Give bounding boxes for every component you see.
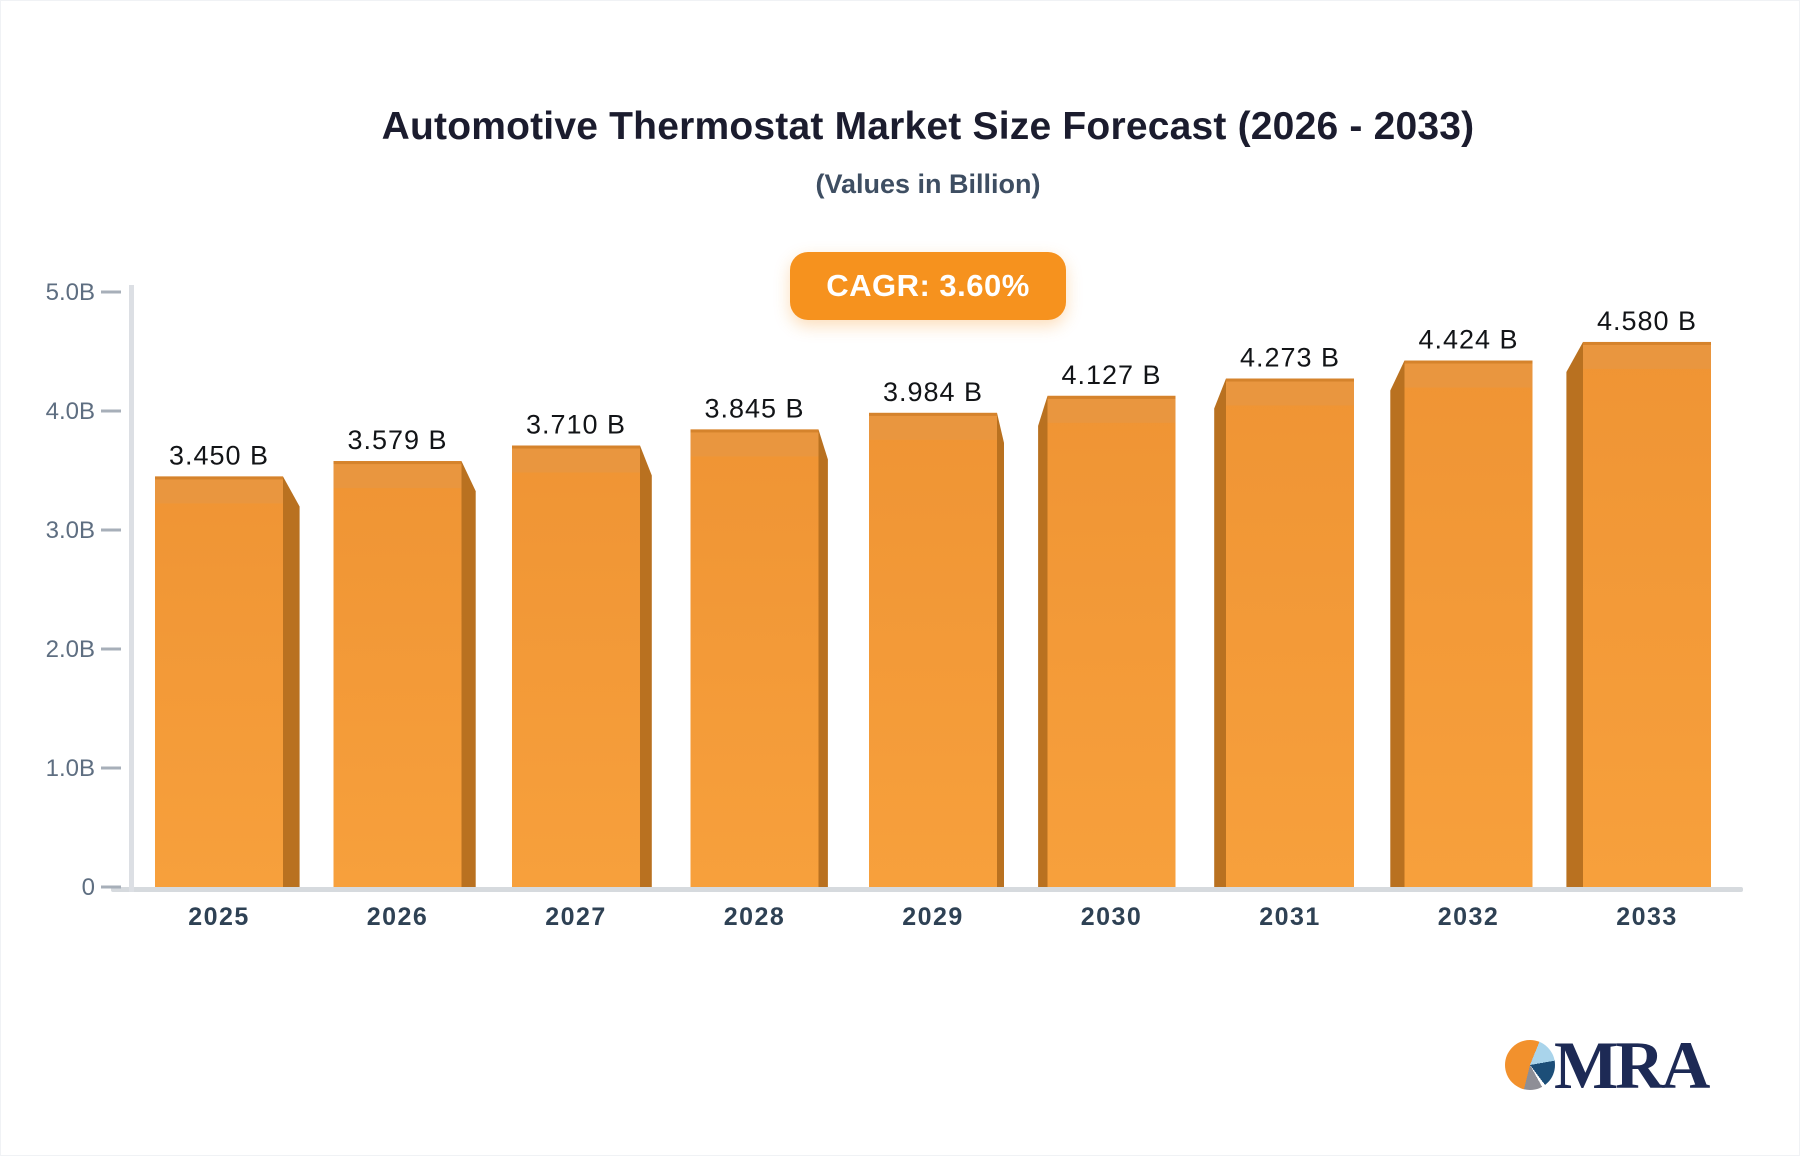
logo-text: MRA	[1554, 1027, 1710, 1103]
bar-top-edge	[1404, 360, 1533, 364]
bar-2025: 3.450 B 2025	[155, 440, 300, 931]
bar-2032: 4.424 B 2032	[1390, 325, 1533, 931]
x-axis-label: 2032	[1438, 903, 1500, 931]
y-axis-tick-label: 2.0B	[46, 636, 95, 663]
y-axis-tick-label: 0	[82, 874, 95, 901]
bar-value-label: 3.984 B	[883, 377, 983, 407]
bar-front-face	[155, 476, 283, 887]
y-axis-tick-label: 5.0B	[46, 279, 95, 306]
bar-front-face	[333, 461, 462, 887]
bar-value-label: 3.579 B	[347, 425, 447, 455]
x-axis-label: 2033	[1616, 903, 1678, 931]
bar-top-edge	[512, 445, 640, 449]
bar-front-face	[690, 429, 819, 887]
bar-side-face	[1214, 378, 1226, 887]
bar-top-edge	[155, 476, 283, 480]
bar-top-edge	[869, 412, 997, 416]
bar-side-face	[1566, 341, 1583, 888]
bar-2031: 4.273 B 2031	[1214, 343, 1354, 931]
bar-side-face	[283, 476, 300, 887]
x-axis-label: 2029	[902, 903, 964, 931]
bar-top-edge	[1226, 378, 1354, 382]
bar-side-face	[997, 412, 1004, 887]
bar-2030: 4.127 B 2030	[1038, 360, 1176, 931]
bar-top-edge	[1047, 395, 1176, 399]
y-axis-tick-label: 3.0B	[46, 517, 95, 544]
x-axis-label: 2031	[1259, 903, 1321, 931]
bar-value-label: 3.710 B	[526, 410, 626, 440]
y-tick-dash	[101, 528, 121, 532]
bar-2028: 3.845 B 2028	[690, 393, 828, 931]
x-axis-label: 2028	[724, 903, 786, 931]
bar-side-face	[640, 445, 652, 887]
x-axis-label: 2025	[188, 903, 250, 931]
bar-side-face	[461, 461, 476, 887]
bar-front-face	[1404, 360, 1533, 887]
y-axis-line	[129, 285, 134, 892]
bar-top-cap	[690, 429, 819, 457]
bar-2029: 3.984 B 2029	[869, 377, 1004, 931]
bar-side-face	[818, 429, 828, 887]
bar-value-label: 4.580 B	[1597, 306, 1697, 336]
bar-top-cap	[1583, 341, 1711, 369]
y-tick-dash	[101, 409, 121, 413]
y-tick-dash	[101, 885, 121, 889]
bar-front-face	[869, 412, 997, 887]
bar-front-face	[1583, 341, 1711, 888]
bar-value-label: 3.450 B	[169, 440, 269, 470]
bar-side-face	[1390, 360, 1405, 887]
y-tick-dash	[101, 647, 121, 651]
bar-top-edge	[333, 461, 462, 465]
y-axis-tick-label: 4.0B	[46, 398, 95, 425]
bar-top-cap	[333, 461, 462, 489]
y-tick-dash	[101, 290, 121, 294]
bar-2027: 3.710 B 2027	[512, 410, 652, 931]
bar-2026: 3.579 B 2026	[333, 425, 476, 931]
x-axis-label: 2027	[545, 903, 607, 931]
bar-top-cap	[512, 445, 640, 473]
x-axis-baseline	[111, 887, 1743, 892]
y-tick-dash	[101, 766, 121, 770]
cagr-badge: CAGR: 3.60%	[790, 252, 1066, 320]
bar-value-label: 4.273 B	[1240, 343, 1340, 373]
bar-2033: 4.580 B 2033	[1566, 306, 1711, 931]
bar-front-face	[1047, 395, 1176, 887]
chart-subtitle: (Values in Billion)	[815, 169, 1041, 199]
bar-side-face	[1038, 395, 1048, 887]
x-axis-label: 2030	[1081, 903, 1143, 931]
bar-top-edge	[1583, 341, 1711, 345]
bar-top-cap	[869, 412, 997, 440]
bar-front-face	[1226, 378, 1354, 887]
bar-value-label: 4.424 B	[1418, 325, 1518, 355]
bar-top-cap	[1047, 395, 1176, 423]
y-axis-tick-label: 1.0B	[46, 755, 95, 782]
bar-front-face	[512, 445, 640, 887]
bar-top-cap	[1404, 360, 1533, 388]
cagr-badge-row: CAGR: 3.60%	[55, 252, 1799, 320]
chart-title: Automotive Thermostat Market Size Foreca…	[381, 105, 1475, 148]
bar-top-cap	[155, 476, 283, 504]
bar-value-label: 4.127 B	[1061, 360, 1161, 390]
bar-top-cap	[1226, 378, 1354, 406]
bar-top-edge	[690, 429, 819, 433]
x-axis-label: 2026	[367, 903, 429, 931]
brand-logo: MRA	[1505, 1027, 1710, 1103]
bar-value-label: 3.845 B	[704, 393, 804, 423]
pie-chart-logo-icon	[1505, 1040, 1555, 1090]
